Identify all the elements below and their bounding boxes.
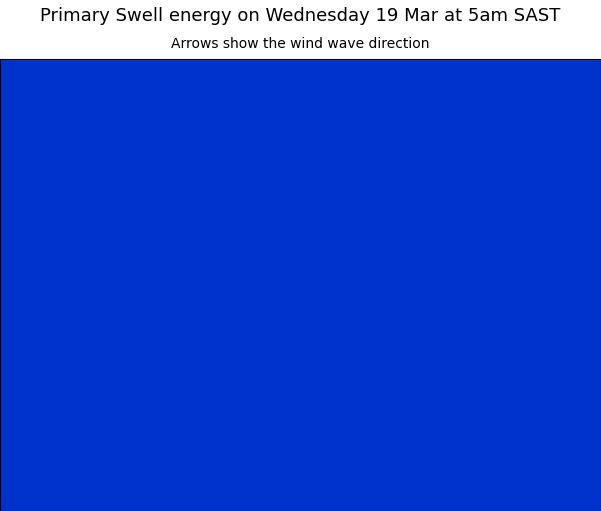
Text: Arrows show the wind wave direction: Arrows show the wind wave direction: [171, 37, 430, 51]
Text: Primary Swell energy on Wednesday 19 Mar at 5am SAST: Primary Swell energy on Wednesday 19 Mar…: [40, 8, 561, 26]
